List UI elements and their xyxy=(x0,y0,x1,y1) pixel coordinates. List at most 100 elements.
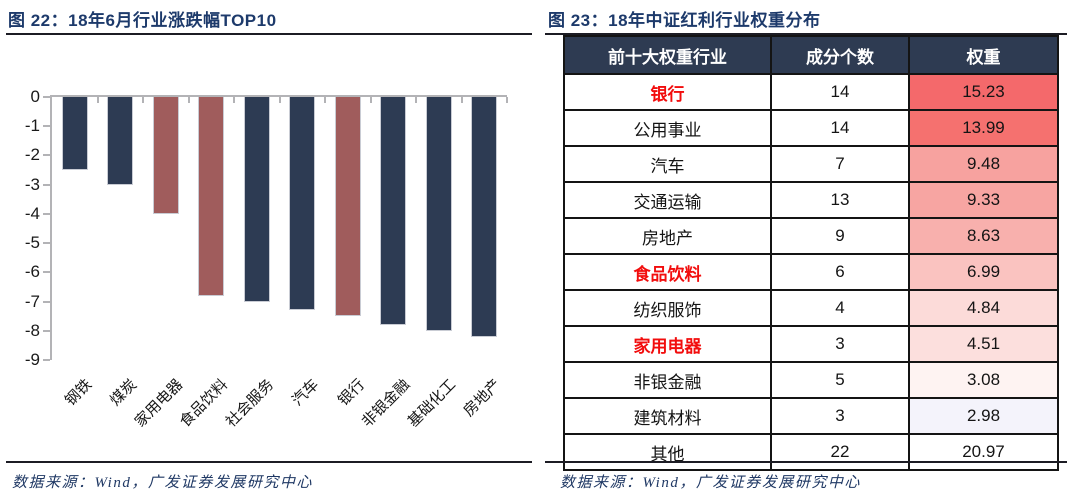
industry-cell: 纺织服饰 xyxy=(563,289,772,327)
y-axis-tick xyxy=(43,329,50,332)
table-row: 其他 22 20.97 xyxy=(563,433,1059,471)
figure-22-source-rule xyxy=(6,461,532,463)
bar-chart-x-axis-labels: 钢铁 煤炭 家用电器 食品饮料 社会服务 汽车 银行 非银金融 基础化工 房地产 xyxy=(50,364,505,459)
weight-cell: 4.51 xyxy=(908,325,1059,363)
table-row: 公用事业 14 13.99 xyxy=(563,109,1059,147)
x-axis-category-label: 非银金融 xyxy=(358,376,414,431)
chart-bar xyxy=(243,97,270,302)
y-axis-tick-label: -7 xyxy=(24,291,40,311)
bar-chart-plot-area: 0 -1 -2 -3 -4 -5 -6 -7 -8 -9 xyxy=(25,88,508,369)
figure-22-title: 图 22：18年6月行业涨跌幅TOP10 xyxy=(8,11,277,30)
weight-cell: 4.84 xyxy=(908,289,1059,327)
y-axis-tick xyxy=(43,300,50,303)
x-axis-tick xyxy=(142,97,144,103)
industry-cell: 食品饮料 xyxy=(563,253,772,291)
figure-23-source-rule xyxy=(545,461,1067,463)
industry-cell: 银行 xyxy=(563,73,772,111)
x-axis-tick xyxy=(187,97,190,103)
table-row: 非银金融 5 3.08 xyxy=(563,361,1059,399)
x-axis-category-label: 钢铁 xyxy=(61,376,95,410)
weight-cell: 3.08 xyxy=(908,361,1059,399)
x-axis-category-label: 食品饮料 xyxy=(176,376,232,431)
x-axis-tick xyxy=(369,97,372,103)
weight-cell: 9.48 xyxy=(908,145,1059,183)
table-header-cell: 成分个数 xyxy=(770,35,910,75)
x-axis-category-label: 社会服务 xyxy=(222,376,277,431)
chart-bar xyxy=(380,97,407,325)
count-cell: 14 xyxy=(770,109,910,147)
weight-cell: 9.33 xyxy=(908,181,1059,219)
count-cell: 3 xyxy=(770,325,910,363)
weight-distribution-table: 前十大权重行业 成分个数 权重 银行 14 15.23 公用事业 14 13.99 汽车 7 9.4… xyxy=(563,35,1059,471)
x-axis-category-label: 汽车 xyxy=(289,376,323,410)
y-axis-tick xyxy=(43,212,50,215)
y-axis-tick xyxy=(43,242,50,245)
y-axis-tick xyxy=(43,125,50,128)
count-cell: 4 xyxy=(770,289,910,327)
y-axis-tick-label: -8 xyxy=(24,320,40,340)
chart-bar xyxy=(61,97,88,171)
x-axis-tick xyxy=(415,97,417,103)
table-row: 家用电器 3 4.51 xyxy=(563,325,1059,363)
table-row: 汽车 7 9.48 xyxy=(563,145,1059,183)
count-cell: 9 xyxy=(770,217,910,255)
table-row: 银行 14 15.23 xyxy=(563,73,1059,111)
y-axis-tick xyxy=(43,183,50,186)
x-axis-tick xyxy=(460,97,463,103)
figure-23-title: 图 23：18年中证红利行业权重分布 xyxy=(548,11,821,30)
y-axis-tick-label: -2 xyxy=(24,145,40,165)
count-cell: 13 xyxy=(770,181,910,219)
y-axis-tick xyxy=(43,96,50,98)
figure-22-panel: 图 22：18年6月行业涨跌幅TOP10 0 -1 -2 -3 -4 -5 -6 -7 -8 -9… xyxy=(6,11,532,491)
figure-23-title-rule xyxy=(545,33,1067,35)
count-cell: 22 xyxy=(770,433,910,471)
chart-bar xyxy=(334,97,361,317)
x-axis-category-label: 基础化工 xyxy=(404,376,459,431)
industry-cell: 非银金融 xyxy=(563,361,772,399)
y-axis-tick-label: 0 xyxy=(30,87,40,106)
y-axis-tick-label: -6 xyxy=(24,262,40,282)
table-row: 交通运输 13 9.33 xyxy=(563,181,1059,219)
table-header-cell: 权重 xyxy=(908,35,1059,75)
industry-cell: 交通运输 xyxy=(563,181,772,219)
industry-cell: 其他 xyxy=(563,433,772,471)
industry-cell: 公用事业 xyxy=(563,109,772,147)
table-row: 纺织服饰 4 4.84 xyxy=(563,289,1059,327)
count-cell: 5 xyxy=(770,361,910,399)
table-header-cell: 前十大权重行业 xyxy=(563,35,772,75)
industry-cell: 汽车 xyxy=(563,145,772,183)
weight-cell: 6.99 xyxy=(908,253,1059,291)
x-axis-tick xyxy=(233,97,235,103)
x-axis-category-label: 银行 xyxy=(334,376,368,410)
chart-bar xyxy=(425,97,452,331)
industry-cell: 家用电器 xyxy=(563,325,772,363)
y-axis-tick xyxy=(43,271,50,274)
figure-23-panel: 图 23：18年中证红利行业权重分布 前十大权重行业 成分个数 权重 银行 14 15.… xyxy=(540,0,1080,502)
x-axis-tick xyxy=(324,97,326,103)
weight-cell: 15.23 xyxy=(908,73,1059,111)
x-axis-tick xyxy=(506,97,508,103)
y-axis-tick-label: -9 xyxy=(24,350,40,369)
table-row: 食品饮料 6 6.99 xyxy=(563,253,1059,291)
weight-cell: 8.63 xyxy=(908,217,1059,255)
count-cell: 14 xyxy=(770,73,910,111)
x-axis-tick xyxy=(96,97,99,103)
weight-cell: 13.99 xyxy=(908,109,1059,147)
table-row: 房地产 9 8.63 xyxy=(563,217,1059,255)
y-axis-tick-label: -1 xyxy=(24,116,40,136)
x-axis-category-label: 家用电器 xyxy=(131,376,186,431)
figure-22-title-rule xyxy=(6,33,532,35)
y-axis-tick xyxy=(43,359,50,361)
figure-22-source: 数据来源：Wind，广发证券发展研究中心 xyxy=(12,475,313,491)
y-axis-tick-label: -5 xyxy=(24,233,40,253)
industry-cell: 房地产 xyxy=(563,217,772,255)
x-axis-category-label: 房地产 xyxy=(460,376,505,420)
chart-bar xyxy=(107,97,134,185)
table-header: 前十大权重行业 成分个数 权重 xyxy=(563,35,1059,75)
weight-cell: 20.97 xyxy=(908,433,1059,471)
chart-bar xyxy=(198,97,225,296)
y-axis-tick-label: -4 xyxy=(24,203,40,223)
chart-bar xyxy=(289,97,316,311)
weight-cell: 2.98 xyxy=(908,397,1059,435)
y-axis-tick-label: -3 xyxy=(24,174,40,194)
